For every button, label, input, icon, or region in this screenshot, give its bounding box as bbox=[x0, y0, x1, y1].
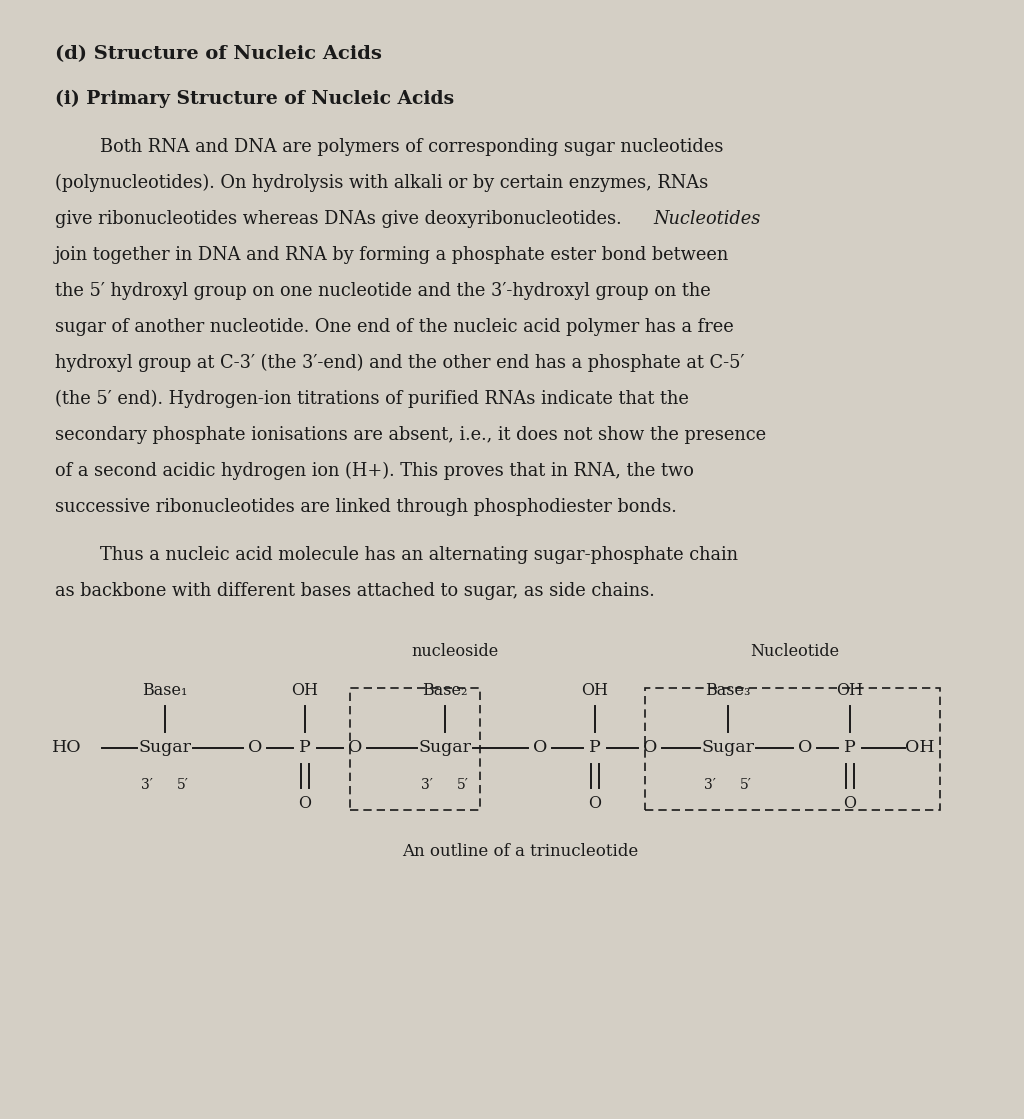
Text: P: P bbox=[589, 740, 601, 756]
Text: O: O bbox=[589, 794, 601, 812]
Text: O: O bbox=[532, 740, 547, 756]
Text: OH: OH bbox=[292, 681, 318, 699]
Text: give ribonucleotides whereas DNAs give deoxyribonucleotides.: give ribonucleotides whereas DNAs give d… bbox=[55, 210, 628, 228]
Text: (the 5′ end). Hydrogen-ion titrations of purified RNAs indicate that the: (the 5′ end). Hydrogen-ion titrations of… bbox=[55, 391, 689, 408]
Text: P: P bbox=[299, 740, 311, 756]
Text: O: O bbox=[844, 794, 856, 812]
Text: 3′: 3′ bbox=[421, 778, 433, 792]
Text: Nucleotides: Nucleotides bbox=[653, 210, 761, 228]
Text: O: O bbox=[299, 794, 311, 812]
Text: Thus a nucleic acid molecule has an alternating sugar-phosphate chain: Thus a nucleic acid molecule has an alte… bbox=[55, 546, 738, 564]
Text: Sugar: Sugar bbox=[419, 740, 471, 756]
Text: sugar of another nucleotide. One end of the nucleic acid polymer has a free: sugar of another nucleotide. One end of … bbox=[55, 318, 734, 336]
Text: OH: OH bbox=[582, 681, 608, 699]
Text: Both RNA and DNA are polymers of corresponding sugar nucleotides: Both RNA and DNA are polymers of corresp… bbox=[55, 138, 723, 156]
Text: as backbone with different bases attached to sugar, as side chains.: as backbone with different bases attache… bbox=[55, 582, 654, 600]
Text: P: P bbox=[844, 740, 856, 756]
Text: of a second acidic hydrogen ion (H+). This proves that in RNA, the two: of a second acidic hydrogen ion (H+). Th… bbox=[55, 462, 694, 480]
Text: 5′: 5′ bbox=[740, 778, 752, 792]
Text: 3′: 3′ bbox=[705, 778, 716, 792]
Text: An outline of a trinucleotide: An outline of a trinucleotide bbox=[401, 843, 638, 861]
Bar bbox=[350, 688, 480, 810]
Text: Base₃: Base₃ bbox=[706, 681, 751, 699]
Text: Sugar: Sugar bbox=[138, 740, 191, 756]
Text: OH: OH bbox=[837, 681, 863, 699]
Text: successive ribonucleotides are linked through phosphodiester bonds.: successive ribonucleotides are linked th… bbox=[55, 498, 677, 516]
Text: 5′: 5′ bbox=[457, 778, 469, 792]
Text: join together in DNA and RNA by forming a phosphate ester bond between: join together in DNA and RNA by forming … bbox=[55, 246, 729, 264]
Text: O: O bbox=[248, 740, 262, 756]
Text: O: O bbox=[348, 740, 362, 756]
Text: 5′: 5′ bbox=[177, 778, 189, 792]
Text: Base₁: Base₁ bbox=[142, 681, 187, 699]
Text: 3′: 3′ bbox=[141, 778, 153, 792]
Text: secondary phosphate ionisations are absent, i.e., it does not show the presence: secondary phosphate ionisations are abse… bbox=[55, 426, 766, 444]
Text: O: O bbox=[798, 740, 812, 756]
Text: (polynucleotides). On hydrolysis with alkali or by certain enzymes, RNAs: (polynucleotides). On hydrolysis with al… bbox=[55, 173, 709, 192]
Text: the 5′ hydroxyl group on one nucleotide and the 3′-hydroxyl group on the: the 5′ hydroxyl group on one nucleotide … bbox=[55, 282, 711, 300]
Text: (i) Primary Structure of Nucleic Acids: (i) Primary Structure of Nucleic Acids bbox=[55, 90, 454, 109]
Text: OH: OH bbox=[905, 740, 935, 756]
Text: Sugar: Sugar bbox=[701, 740, 755, 756]
Text: O: O bbox=[643, 740, 657, 756]
Bar bbox=[645, 688, 940, 810]
Text: Nucleotide: Nucleotide bbox=[751, 643, 840, 660]
Text: (d) Structure of Nucleic Acids: (d) Structure of Nucleic Acids bbox=[55, 45, 382, 63]
Text: hydroxyl group at C-3′ (the 3′-end) and the other end has a phosphate at C-5′: hydroxyl group at C-3′ (the 3′-end) and … bbox=[55, 354, 744, 373]
Text: HO: HO bbox=[52, 740, 82, 756]
Text: Base₂: Base₂ bbox=[422, 681, 468, 699]
Text: nucleoside: nucleoside bbox=[412, 643, 499, 660]
